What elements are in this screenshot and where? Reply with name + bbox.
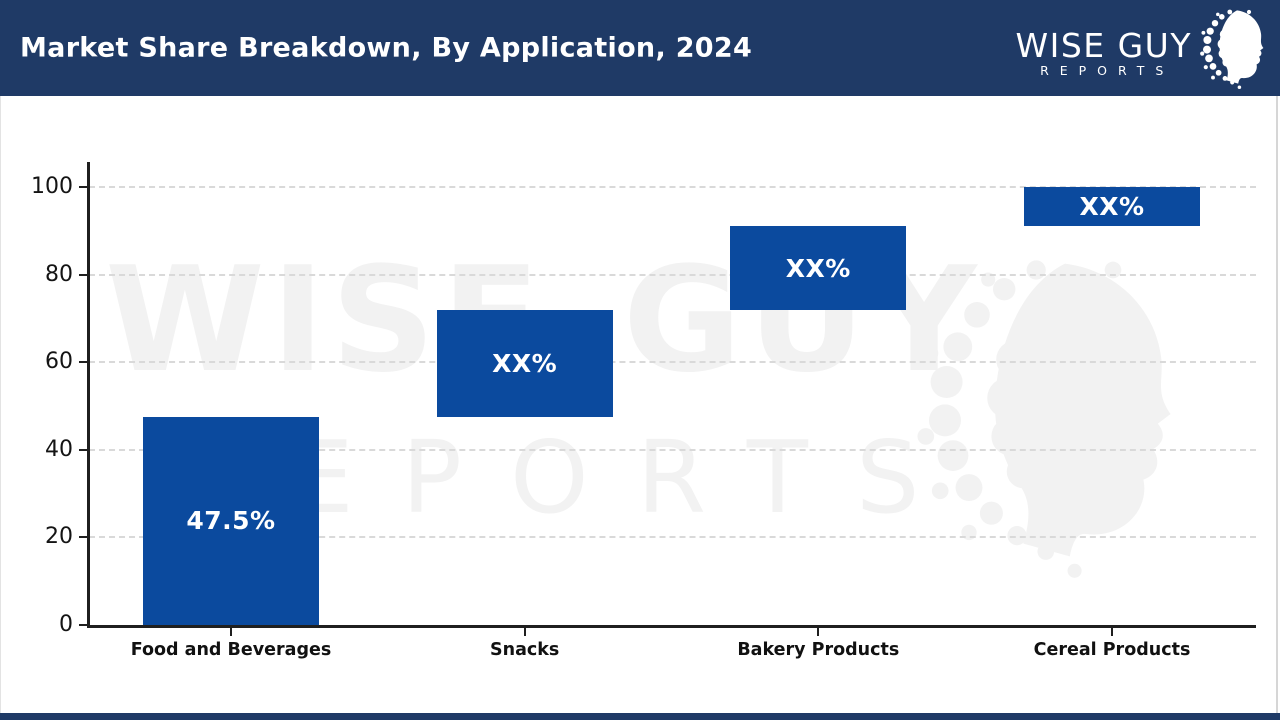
x-axis-label: Snacks (490, 640, 560, 660)
y-tick-0 (79, 624, 87, 626)
y-axis-label: 40 (45, 436, 73, 462)
gridline-80 (89, 273, 1256, 276)
y-tick-100 (79, 186, 87, 188)
bar-value-label: XX% (1079, 192, 1145, 222)
y-axis-spine (87, 162, 90, 628)
header-bar: Market Share Breakdown, By Application, … (0, 0, 1280, 96)
wiseguy-logo: WISE GUY REPORTS (1015, 4, 1272, 92)
y-tick-40 (79, 448, 87, 451)
bar-0: 47.5% (143, 416, 319, 625)
x-tick-2 (817, 628, 820, 636)
gridline-20 (89, 536, 1256, 539)
footer-bar (0, 713, 1280, 720)
x-tick-1 (523, 628, 526, 636)
y-tick-60 (79, 361, 87, 364)
y-axis-label: 20 (45, 524, 73, 550)
wiseguy-head-icon (1200, 9, 1264, 89)
bar-value-label: XX% (492, 348, 558, 378)
y-tick-20 (79, 536, 87, 539)
gridline-100 (89, 186, 1256, 188)
bar-value-label: XX% (785, 253, 851, 283)
x-axis-label: Food and Beverages (130, 640, 332, 660)
logo-wordmark-line2: REPORTS (1040, 62, 1175, 78)
x-axis-label: Cereal Products (1033, 640, 1191, 660)
y-axis-label: 80 (45, 261, 73, 287)
y-axis-label: 60 (45, 349, 73, 375)
bar-value-label: 47.5% (186, 506, 276, 536)
bar-1: XX% (436, 309, 613, 417)
y-axis-label: 0 (59, 612, 73, 637)
x-axis-label: Bakery Products (737, 640, 900, 660)
gridline-60 (89, 361, 1256, 364)
chart-title: Market Share Breakdown, By Application, … (20, 32, 753, 64)
y-tick-80 (79, 273, 87, 276)
gridline-40 (89, 448, 1256, 451)
plot-area: WISE GUY REPORTS 0 20 40 60 80 100 47.5% XX% XX%… (0, 96, 1278, 713)
bar-3: XX% (1024, 187, 1200, 227)
logo-wordmark: WISE GUY REPORTS (1015, 29, 1192, 78)
x-tick-3 (1111, 628, 1113, 636)
bar-2: XX% (730, 226, 907, 310)
y-axis-label: 100 (31, 174, 73, 199)
x-tick-0 (230, 628, 232, 636)
logo-wordmark-line1: WISE GUY (1015, 25, 1192, 65)
x-axis-spine (87, 625, 1256, 628)
